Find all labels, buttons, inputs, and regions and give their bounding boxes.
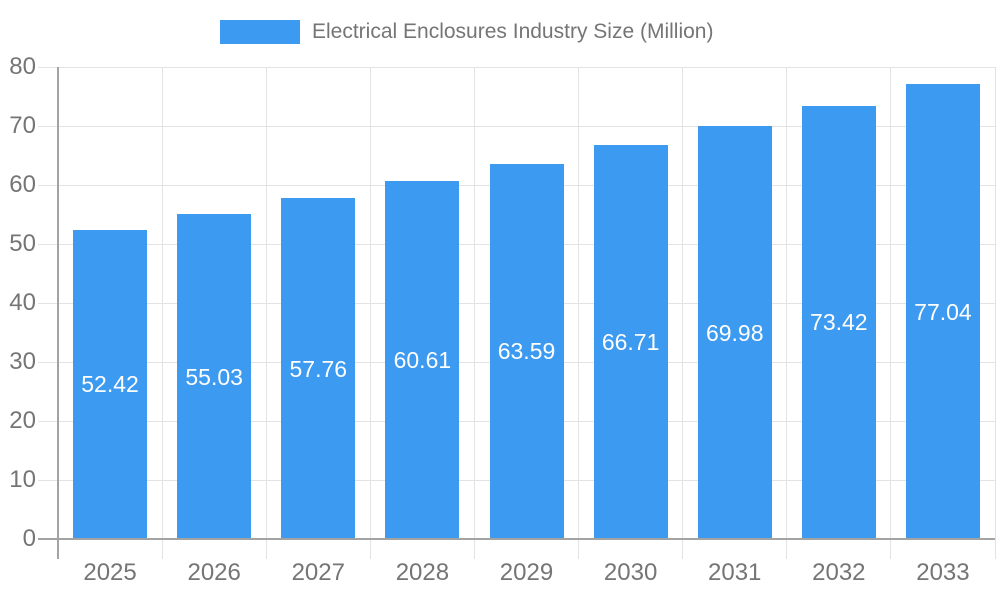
x-tick-label: 2028 [395, 559, 450, 586]
x-tick-label: 2027 [291, 559, 345, 586]
bar [73, 229, 148, 539]
x-gridline [994, 67, 996, 559]
y-gridline [38, 125, 995, 127]
bar-value-label: 63.59 [497, 338, 556, 365]
bar-value-label: 60.61 [393, 347, 452, 374]
x-tick-label: 2032 [812, 559, 866, 586]
x-axis-line [38, 538, 995, 540]
x-tick-label: 2031 [708, 559, 762, 586]
bar-value-label: 73.42 [810, 309, 868, 336]
x-gridline [161, 67, 163, 559]
bar-value-label: 69.98 [705, 319, 764, 346]
x-gridline [890, 67, 892, 559]
y-tick-label: 80 [9, 53, 36, 80]
legend-swatch [220, 20, 300, 44]
y-tick-label: 70 [9, 112, 36, 139]
bar [905, 84, 980, 539]
y-axis-line [57, 67, 59, 559]
x-tick-label: 2026 [187, 559, 241, 586]
x-gridline [786, 67, 788, 559]
y-tick-label: 30 [9, 348, 36, 375]
x-gridline [578, 67, 580, 559]
x-gridline [682, 67, 684, 559]
bar [697, 126, 772, 539]
y-tick-label: 20 [9, 407, 36, 434]
bar [281, 198, 356, 539]
bar-value-label: 55.03 [185, 363, 243, 390]
x-tick-label: 2030 [603, 559, 658, 586]
y-tick-label: 10 [9, 466, 36, 493]
y-tick-label: 0 [22, 525, 36, 552]
bar [801, 105, 876, 539]
bar [593, 145, 668, 539]
bar-value-label: 66.71 [601, 329, 660, 356]
chart-legend: Electrical Enclosures Industry Size (Mil… [220, 20, 713, 44]
y-tick-label: 50 [9, 230, 36, 257]
bar-value-label: 77.04 [914, 298, 972, 325]
bar-value-label: 57.76 [289, 355, 348, 382]
bar [385, 181, 460, 539]
x-gridline [369, 67, 371, 559]
bar [489, 163, 564, 539]
x-tick-label: 2025 [83, 559, 137, 586]
x-gridline [265, 67, 267, 559]
x-tick-label: 2033 [916, 559, 970, 586]
x-tick-label: 2029 [499, 559, 554, 586]
y-tick-label: 40 [9, 289, 36, 316]
bar-value-label: 52.42 [81, 371, 139, 398]
y-tick-label: 60 [9, 171, 36, 198]
chart-title: Electrical Enclosures Industry Size (Mil… [312, 20, 714, 43]
x-gridline [473, 67, 475, 559]
bar [177, 214, 252, 539]
y-gridline [38, 66, 995, 68]
